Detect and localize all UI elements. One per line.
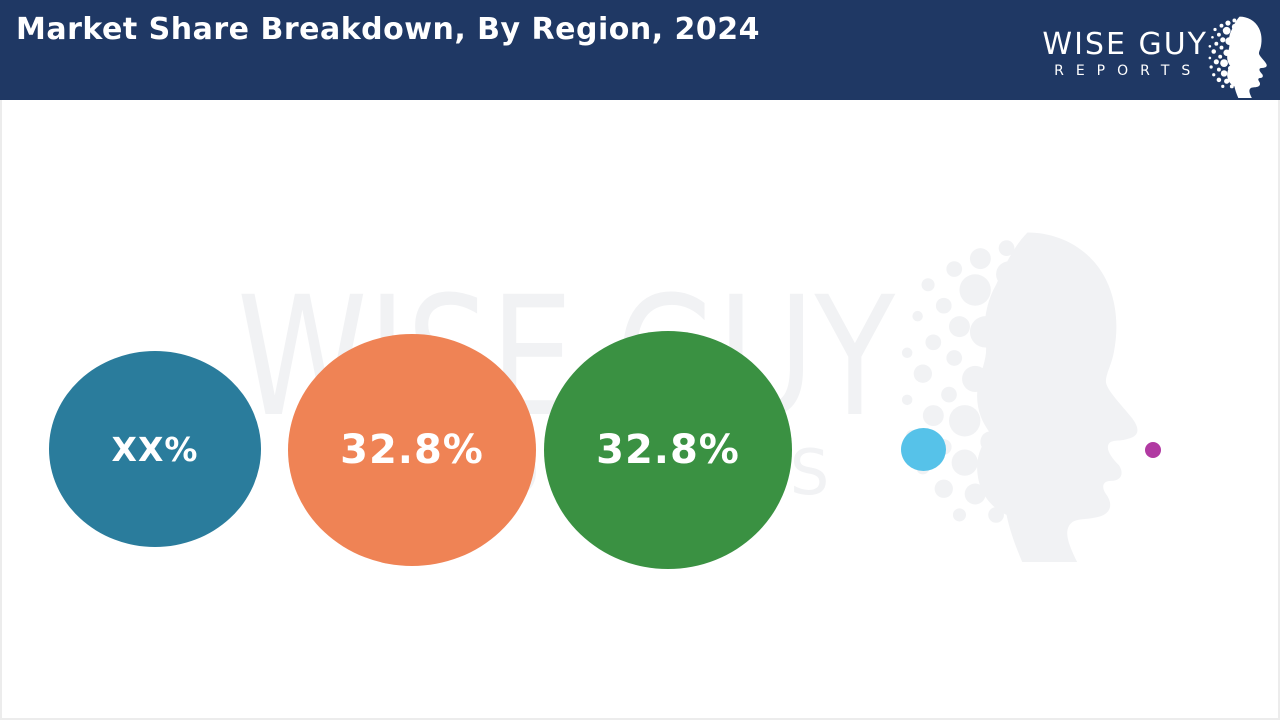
header: Market Share Breakdown, By Region, 2024 … <box>0 0 1280 100</box>
logo-text: WISE GUY REPORTS <box>1042 28 1208 79</box>
chart-area: WISE GUY REPORTS XX%32.8%32.8% North Ame… <box>0 100 1280 720</box>
logo-wordmark: WISE GUY <box>1042 27 1208 62</box>
bubble-chart: XX% 32.8% 32.8% <box>2 100 1278 718</box>
category-labels: North AmericaEuropeAPACSouth AmericaMEA <box>2 100 1278 718</box>
bubble-apac: 32.8% <box>544 331 792 569</box>
bubble-mea <box>1145 442 1161 458</box>
page-title: Market Share Breakdown, By Region, 2024 <box>16 12 761 47</box>
head-icon <box>1204 14 1270 98</box>
wise-guy-logo: WISE GUY REPORTS <box>1042 14 1270 98</box>
bubble-value-label: 32.8% <box>340 427 484 473</box>
bubble-north-america: XX% <box>49 351 261 547</box>
bubble-europe: 32.8% <box>288 334 536 566</box>
bubble-value-label: 32.8% <box>596 427 740 473</box>
logo-reports-label: REPORTS <box>1054 63 1203 79</box>
bubble-value-label: XX% <box>111 429 199 469</box>
